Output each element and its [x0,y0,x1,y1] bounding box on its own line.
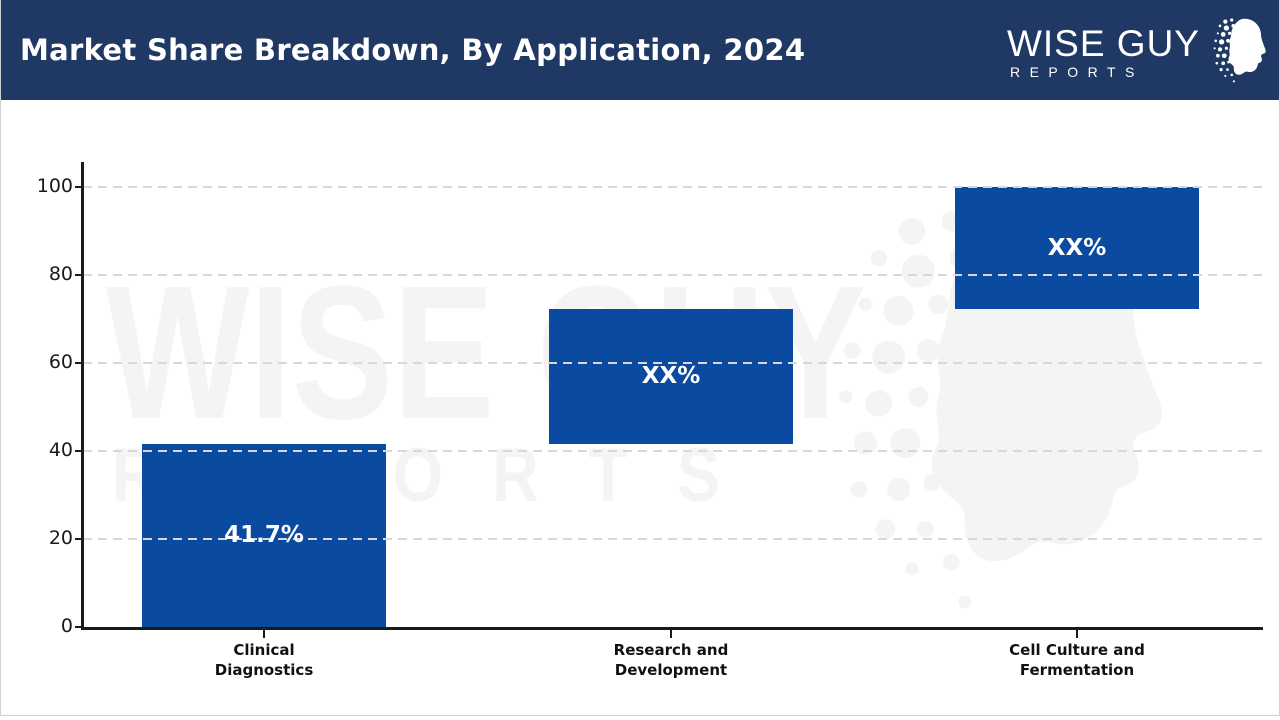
x-axis-tick [263,629,265,638]
y-axis-tick-label: 60 [48,351,73,373]
gridline [83,538,1263,540]
bar-value-label: 41.7% [224,522,304,549]
category-label-line: Fermentation [1019,661,1135,679]
bar-clinical-diagnostics [142,443,386,627]
brand-wordmark: WISE GUY REPORTS [1007,25,1200,79]
y-axis-tick-label: 0 [60,615,73,637]
gridline [83,186,1263,188]
y-axis-tick-label: 40 [48,439,73,461]
y-axis-tick-label: 100 [36,175,73,197]
x-axis-line [81,627,1263,630]
x-axis-tick [670,629,672,638]
y-axis-tick [75,450,83,452]
header-bar: Market Share Breakdown, By Application, … [0,0,1280,100]
brand-subname: REPORTS [1009,64,1144,80]
category-label-line: Cell Culture and [1009,641,1145,659]
gridline [83,274,1263,276]
category-label: Research and Development [531,640,811,680]
category-label-line: Development [614,661,728,679]
y-axis-tick-label: 20 [48,527,73,549]
y-axis-tick [75,274,83,276]
category-label-line: Diagnostics [214,661,314,679]
y-axis-tick-label: 80 [48,263,73,285]
gridline [83,362,1263,364]
brand-logo: WISE GUY REPORTS [1007,6,1268,98]
category-label-line: Research and [613,641,729,659]
wise-guy-face-icon [1213,18,1266,83]
x-axis-tick [1076,629,1078,638]
bar-value-label: XX% [641,363,701,390]
page-title: Market Share Breakdown, By Application, … [20,33,806,67]
bar-cell-culture-and-fermentation [955,187,1199,310]
gridline [83,450,1263,452]
category-label: Cell Culture and Fermentation [937,640,1217,680]
y-axis-tick [75,362,83,364]
y-axis-tick [75,626,83,628]
y-axis-line [81,162,84,630]
bar-research-and-development [549,309,793,444]
category-label: Clinical Diagnostics [124,640,404,680]
bar-value-label: XX% [1047,235,1107,262]
brand-name: WISE GUY [1006,23,1200,64]
y-axis-tick [75,538,83,540]
y-axis-tick [75,186,83,188]
category-label-line: Clinical [233,641,295,659]
